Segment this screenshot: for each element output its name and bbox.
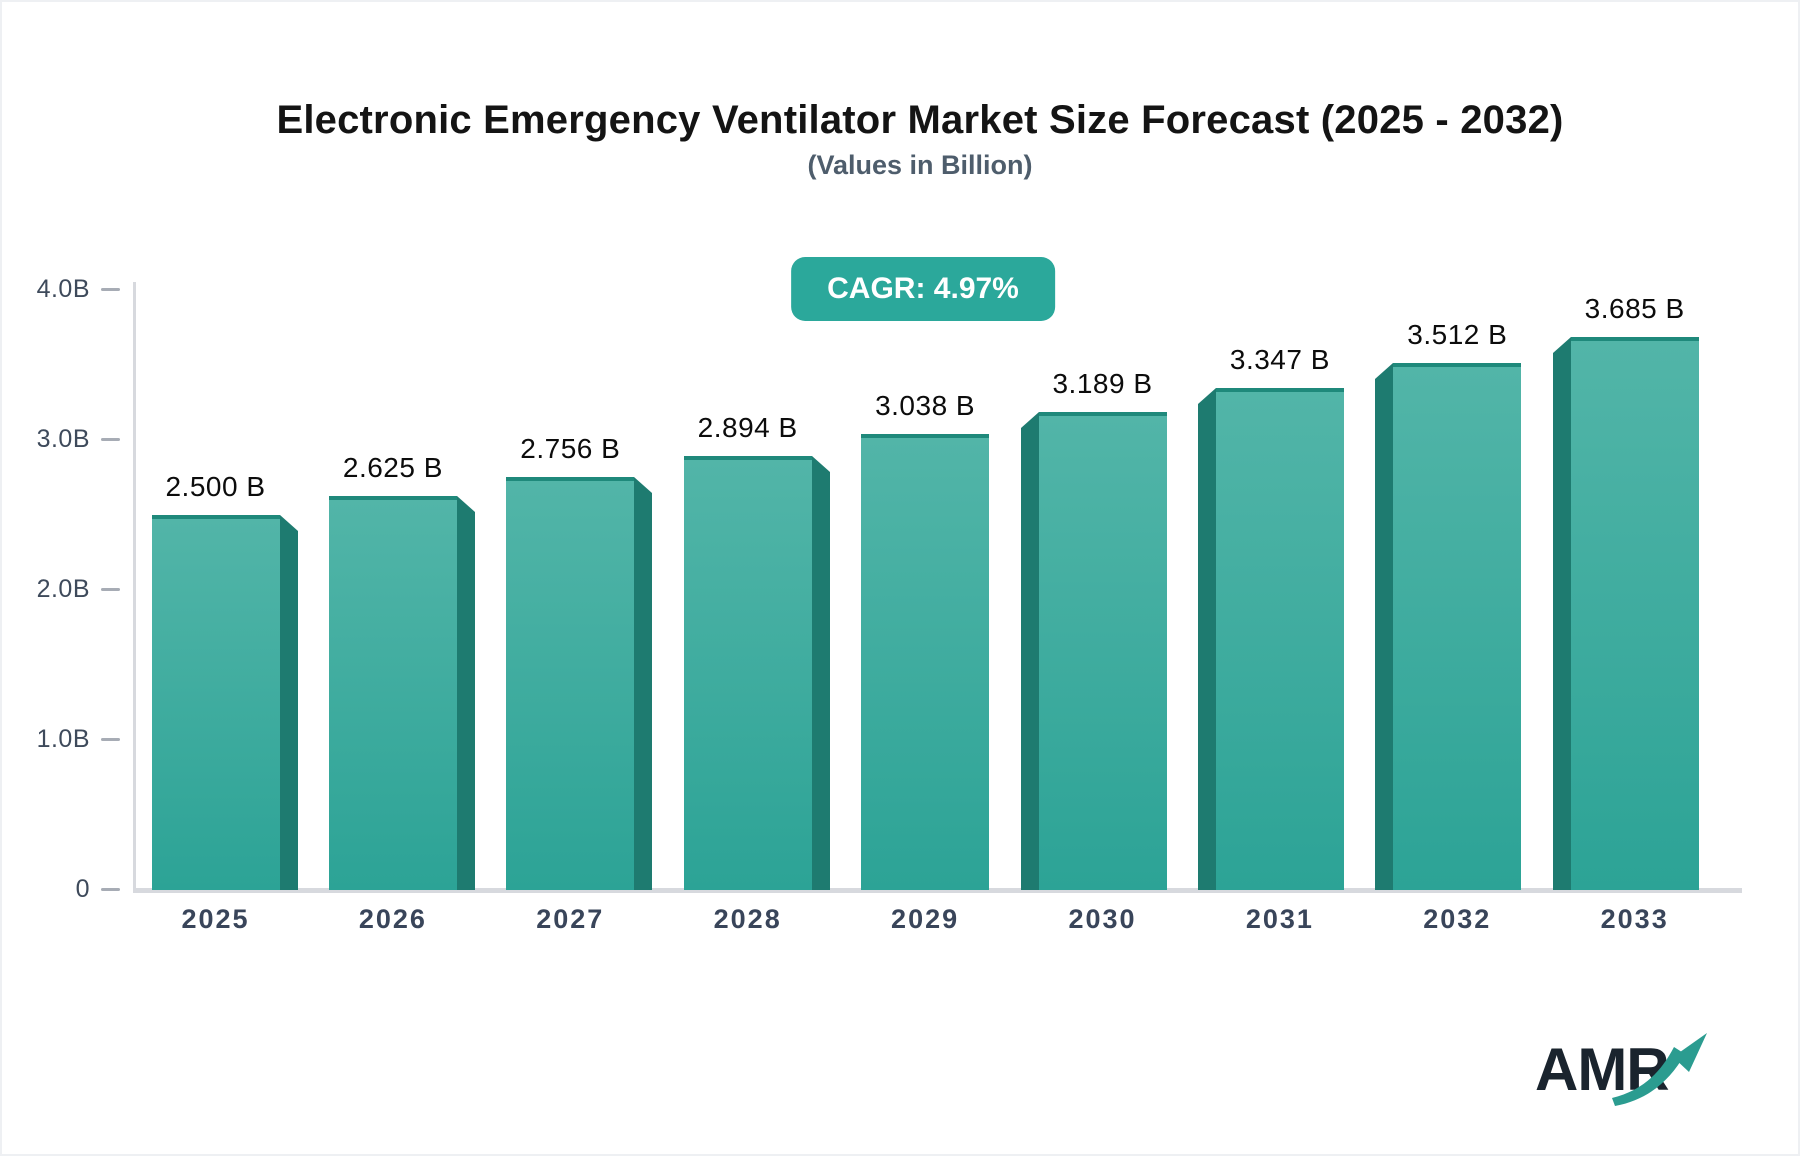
bar-value-label: 2.894 B (697, 412, 798, 443)
bar-value-label: 2.756 B (520, 433, 621, 464)
bar-side-2030 (1021, 412, 1039, 890)
chart-title: Electronic Emergency Ventilator Market S… (276, 98, 1564, 142)
bar-face-2030 (1039, 412, 1167, 890)
y-axis-tick-dash (101, 738, 120, 741)
x-axis-label: 2028 (713, 904, 782, 934)
bar-value-label: 3.189 B (1052, 368, 1153, 399)
x-axis-label: 2027 (536, 904, 605, 934)
bar-value-label: 3.512 B (1407, 319, 1508, 350)
x-axis-label: 2032 (1423, 904, 1492, 934)
bar-face-2026 (329, 496, 457, 890)
bar-value-label: 3.685 B (1584, 293, 1685, 324)
bar-side-2025 (280, 515, 298, 890)
bar-side-2028 (812, 456, 830, 890)
y-axis-tick-dash (101, 888, 120, 891)
y-axis-tick-label: 4.0B (36, 275, 90, 303)
bar-face-2025 (152, 515, 280, 890)
bar-value-label: 2.500 B (165, 471, 266, 502)
x-axis-label: 2026 (358, 904, 427, 934)
bar-value-label: 2.625 B (342, 452, 443, 483)
bar-side-2026 (457, 496, 475, 890)
bar-face-2033 (1571, 337, 1699, 890)
bar-value-label: 3.347 B (1229, 344, 1330, 375)
x-axis-label: 2033 (1600, 904, 1669, 934)
y-axis-tick-label: 1.0B (36, 725, 90, 753)
bar-side-2032 (1375, 363, 1393, 890)
x-axis-label: 2030 (1068, 904, 1137, 934)
y-axis-line (133, 282, 136, 892)
bar-face-2031 (1216, 388, 1344, 890)
y-axis-tick-dash (101, 288, 120, 291)
y-axis-tick-dash (101, 588, 120, 591)
bar-face-2029 (861, 434, 989, 890)
bar-side-2031 (1198, 388, 1216, 890)
amr-logo: AMR (1535, 1033, 1707, 1106)
bar-face-2028 (684, 456, 812, 890)
x-axis-label: 2029 (891, 904, 960, 934)
y-axis-tick-label: 3.0B (36, 425, 90, 453)
x-axis-label: 2031 (1245, 904, 1314, 934)
growth-arrow-icon (1612, 1033, 1707, 1106)
y-axis-tick-label: 0 (75, 875, 90, 903)
chart-subtitle: (Values in Billion) (807, 150, 1033, 180)
y-axis-tick-dash (101, 438, 120, 441)
x-axis-label: 2025 (181, 904, 250, 934)
cagr-badge: CAGR: 4.97% (791, 257, 1055, 321)
bar-face-2032 (1393, 363, 1521, 890)
bar-face-2027 (506, 477, 634, 890)
bar-side-2033 (1553, 337, 1571, 890)
bar-side-2027 (634, 477, 652, 890)
y-axis-tick-label: 2.0B (36, 575, 90, 603)
bar-value-label: 3.038 B (875, 390, 976, 421)
x-axis-line (133, 888, 1742, 893)
